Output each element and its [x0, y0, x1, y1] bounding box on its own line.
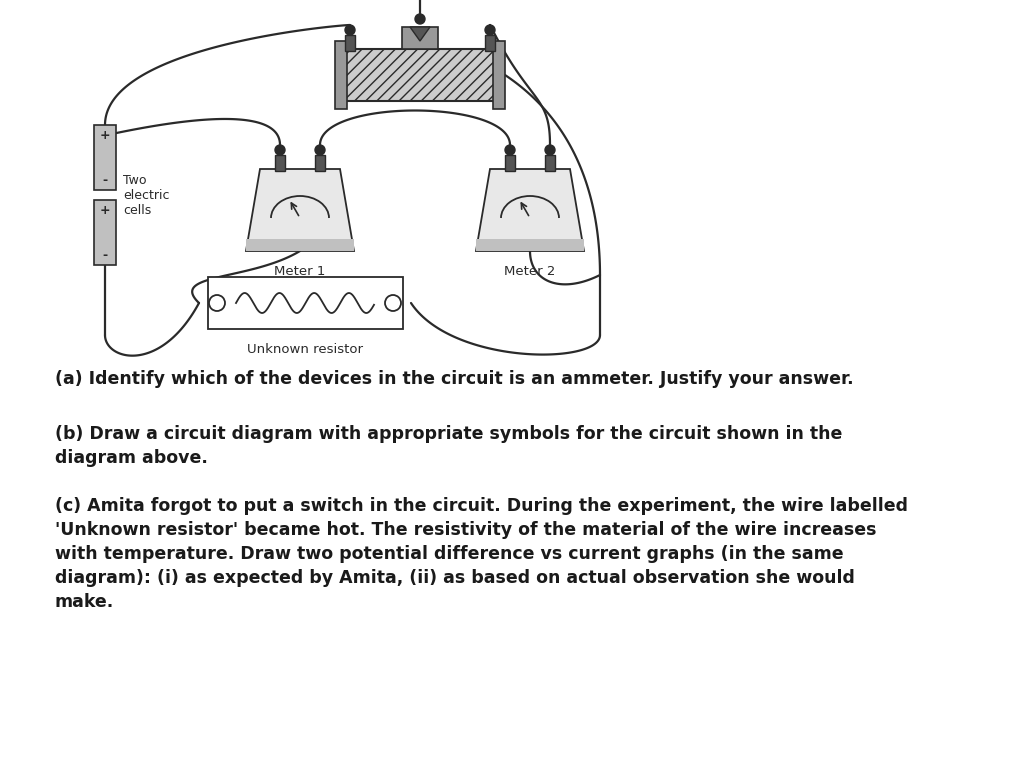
Bar: [545, 155, 555, 171]
Bar: [402, 27, 438, 49]
Bar: [94, 200, 116, 265]
Bar: [208, 277, 403, 329]
Bar: [493, 41, 505, 109]
Text: -: -: [102, 249, 108, 262]
Circle shape: [545, 145, 555, 155]
Polygon shape: [410, 27, 430, 41]
Bar: [94, 125, 116, 190]
Text: (c) Amita forgot to put a switch in the circuit. During the experiment, the wire: (c) Amita forgot to put a switch in the …: [55, 497, 908, 515]
Circle shape: [485, 25, 495, 35]
Text: diagram): (i) as expected by Amita, (ii) as based on actual observation she woul: diagram): (i) as expected by Amita, (ii)…: [55, 569, 855, 587]
Bar: [275, 155, 285, 171]
Text: +: +: [99, 129, 111, 142]
Polygon shape: [476, 169, 584, 251]
Circle shape: [505, 145, 515, 155]
Circle shape: [315, 145, 325, 155]
Text: (a) Identify which of the devices in the circuit is an ammeter. Justify your ans: (a) Identify which of the devices in the…: [55, 370, 854, 388]
Bar: [246, 239, 354, 251]
Text: with temperature. Draw two potential difference vs current graphs (in the same: with temperature. Draw two potential dif…: [55, 545, 844, 563]
Bar: [315, 155, 325, 171]
Circle shape: [275, 145, 285, 155]
Circle shape: [385, 295, 401, 311]
Text: (b) Draw a circuit diagram with appropriate symbols for the circuit shown in the: (b) Draw a circuit diagram with appropri…: [55, 425, 843, 443]
Bar: [505, 155, 515, 171]
Text: -: -: [102, 174, 108, 187]
Text: 'Unknown resistor' became hot. The resistivity of the material of the wire incre: 'Unknown resistor' became hot. The resis…: [55, 521, 877, 539]
Bar: [476, 239, 584, 251]
Text: Two
electric
cells: Two electric cells: [123, 174, 170, 216]
Text: diagram above.: diagram above.: [55, 449, 208, 467]
Text: Meter 1: Meter 1: [274, 265, 326, 278]
Circle shape: [209, 295, 225, 311]
Bar: [345, 49, 495, 101]
Bar: [335, 41, 347, 109]
Text: +: +: [99, 203, 111, 216]
Circle shape: [415, 14, 425, 24]
Bar: [345, 35, 355, 51]
Text: Unknown resistor: Unknown resistor: [247, 343, 362, 356]
Text: Meter 2: Meter 2: [504, 265, 556, 278]
Circle shape: [345, 25, 355, 35]
Text: make.: make.: [55, 593, 115, 611]
Polygon shape: [246, 169, 354, 251]
Bar: [485, 35, 495, 51]
